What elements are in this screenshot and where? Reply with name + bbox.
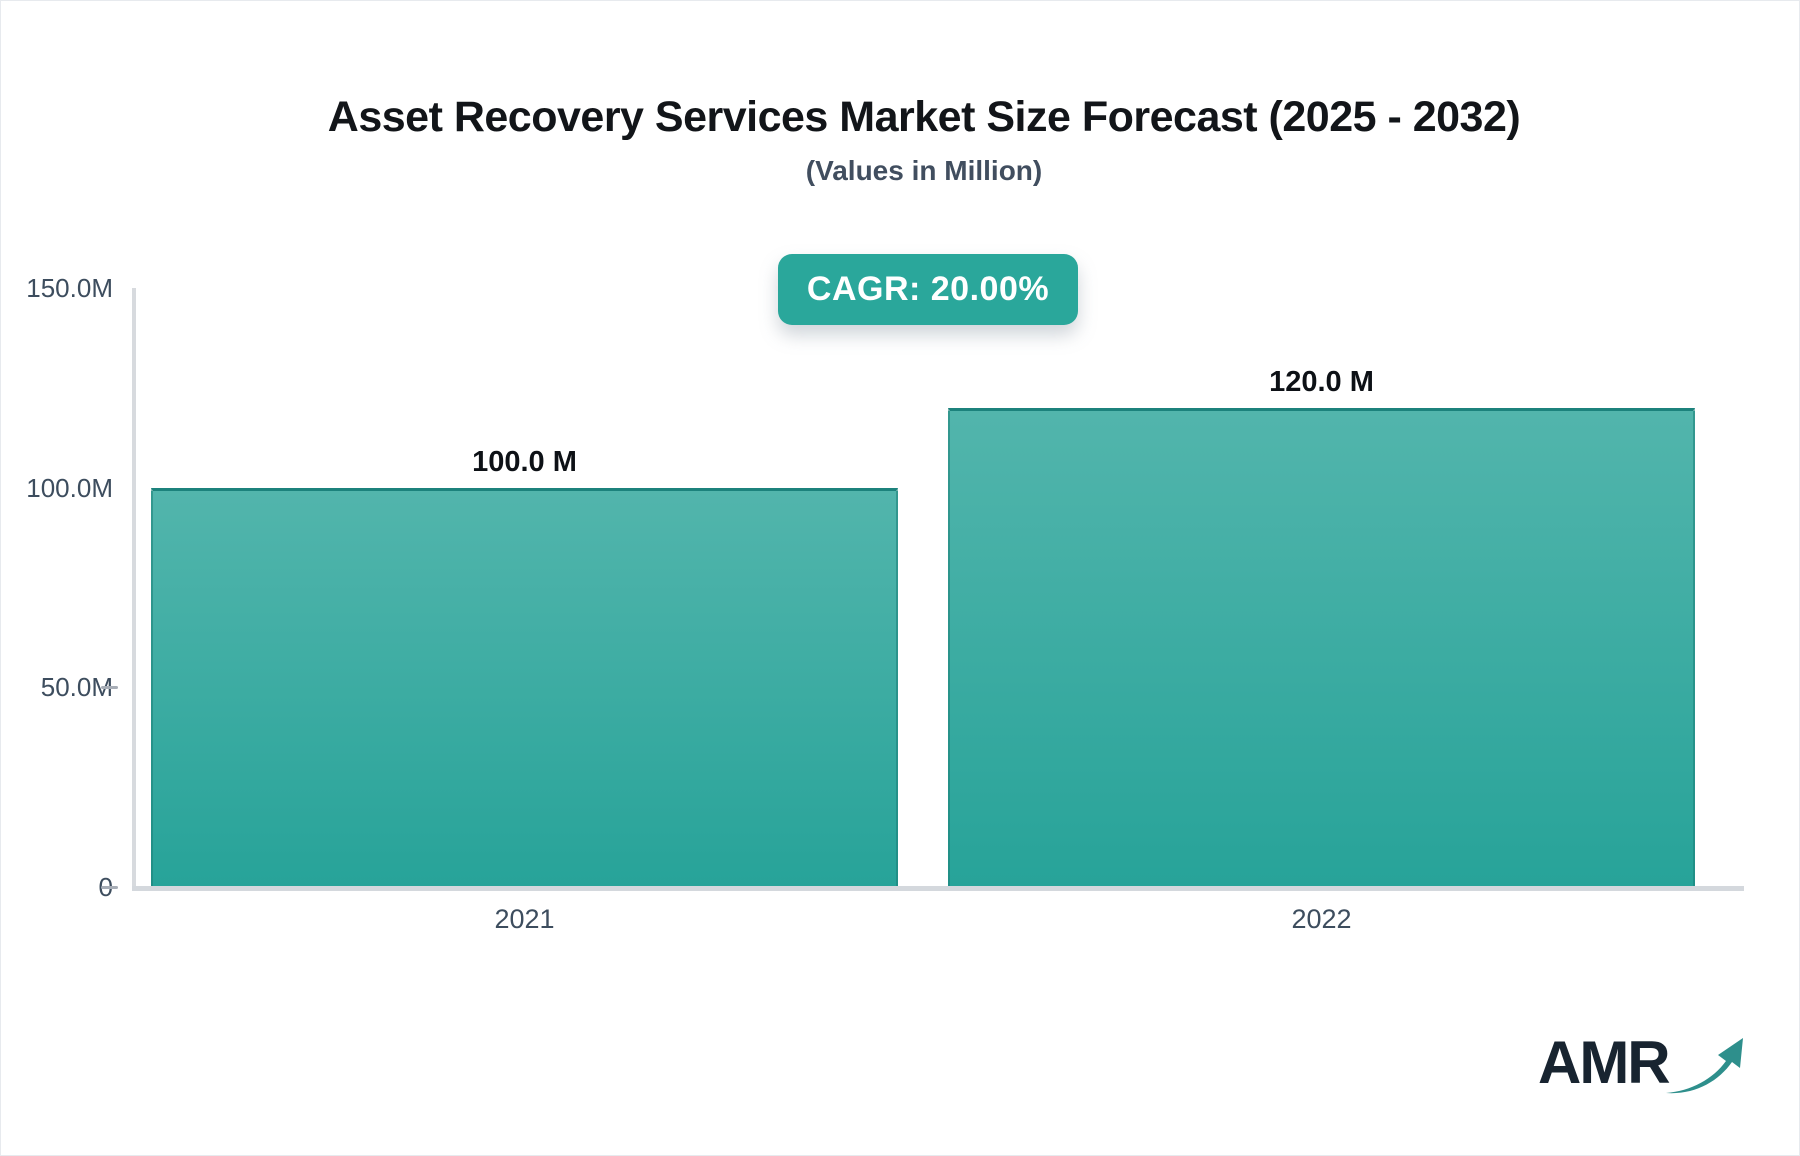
chart-subtitle: (Values in Million) bbox=[805, 155, 1043, 186]
amr-logo-text: AMR bbox=[1538, 1029, 1671, 1096]
amr-logo-arrow-icon bbox=[1665, 1038, 1743, 1094]
cagr-badge: CAGR: 20.00% bbox=[778, 254, 1078, 325]
bar-value-label: 120.0 M bbox=[1269, 365, 1374, 398]
y-tick-label: 150.0M bbox=[26, 273, 113, 303]
chart-title: Asset Recovery Services Market Size Fore… bbox=[327, 93, 1521, 141]
y-tick-label: 0 bbox=[1, 872, 113, 902]
cagr-badge-label: CAGR: 20.00% bbox=[806, 270, 1050, 308]
x-tick-label: 2022 bbox=[1291, 904, 1352, 934]
x-tick-label: 2021 bbox=[494, 904, 555, 934]
y-tick-mark bbox=[101, 886, 118, 889]
bar-2022 bbox=[948, 407, 1695, 886]
y-tick-label: 100.0M bbox=[26, 472, 113, 503]
amr-logo: AMR bbox=[1538, 1033, 1751, 1099]
bar-value-label: 100.0 M bbox=[472, 445, 577, 478]
x-axis-line bbox=[132, 886, 1744, 891]
y-tick-label: 50.0M bbox=[40, 672, 113, 703]
bar-2021 bbox=[151, 487, 898, 886]
y-axis-line bbox=[132, 288, 136, 889]
chart-header: Asset Recovery Services Market Size Fore… bbox=[1, 93, 1799, 187]
y-tick-mark bbox=[101, 686, 118, 690]
